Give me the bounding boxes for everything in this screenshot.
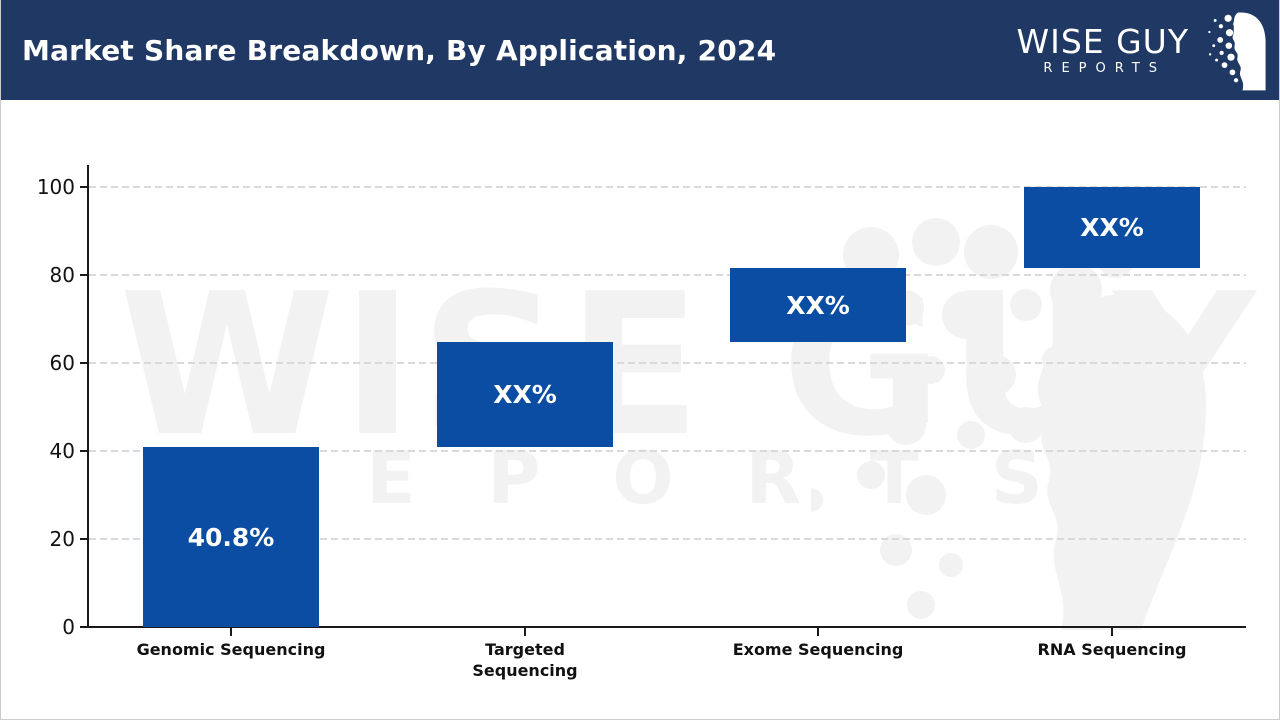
x-category-label: RNA Sequencing: [1037, 640, 1187, 659]
y-tick: [80, 450, 88, 452]
y-tick-label: 80: [49, 263, 75, 287]
bar-value-label: XX%: [786, 290, 850, 320]
y-tick-label: 40: [49, 439, 75, 463]
bar-4: XX%: [1024, 187, 1200, 268]
bar-value-label: XX%: [493, 380, 557, 410]
logo-text: WISE GUY REPORTS: [1016, 21, 1189, 76]
x-tick: [1111, 628, 1113, 636]
header-bar: Market Share Breakdown, By Application, …: [1, 0, 1279, 100]
y-tick-label: 20: [49, 527, 75, 551]
x-category-label: Targeted Sequencing: [472, 640, 578, 680]
x-category-label: Exome Sequencing: [732, 640, 904, 659]
gridline-20: [89, 538, 1246, 540]
bar-1: 40.8%: [143, 447, 319, 627]
x-axis-line: [87, 626, 1246, 628]
y-tick: [80, 362, 88, 364]
gridline-100: [89, 186, 1246, 188]
bar-3: XX%: [730, 267, 906, 343]
gridline-40: [89, 450, 1246, 452]
x-tick: [524, 628, 526, 636]
bar-2: XX%: [437, 342, 613, 448]
x-category-label: Genomic Sequencing: [136, 640, 326, 659]
bar-value-label: 40.8%: [187, 522, 275, 552]
y-tick: [80, 538, 88, 540]
dotted-face-icon: [1208, 12, 1266, 91]
y-axis-line: [87, 165, 89, 628]
x-tick: [230, 628, 232, 636]
y-tick: [80, 626, 88, 628]
gridline-60: [89, 362, 1246, 364]
wise-guy-reports-logo: WISE GUY REPORTS: [1016, 9, 1279, 91]
y-tick-label: 60: [49, 351, 75, 375]
page-title: Market Share Breakdown, By Application, …: [22, 33, 777, 67]
logo-name: WISE GUY: [1016, 21, 1189, 61]
bar-value-label: XX%: [1080, 212, 1144, 242]
x-tick: [817, 628, 819, 636]
gridline-80: [89, 274, 1246, 276]
y-tick: [80, 186, 88, 188]
y-tick-label: 100: [36, 175, 75, 199]
logo-subname: REPORTS: [1043, 60, 1167, 76]
y-tick-label: 0: [62, 615, 75, 639]
y-tick: [80, 274, 88, 276]
